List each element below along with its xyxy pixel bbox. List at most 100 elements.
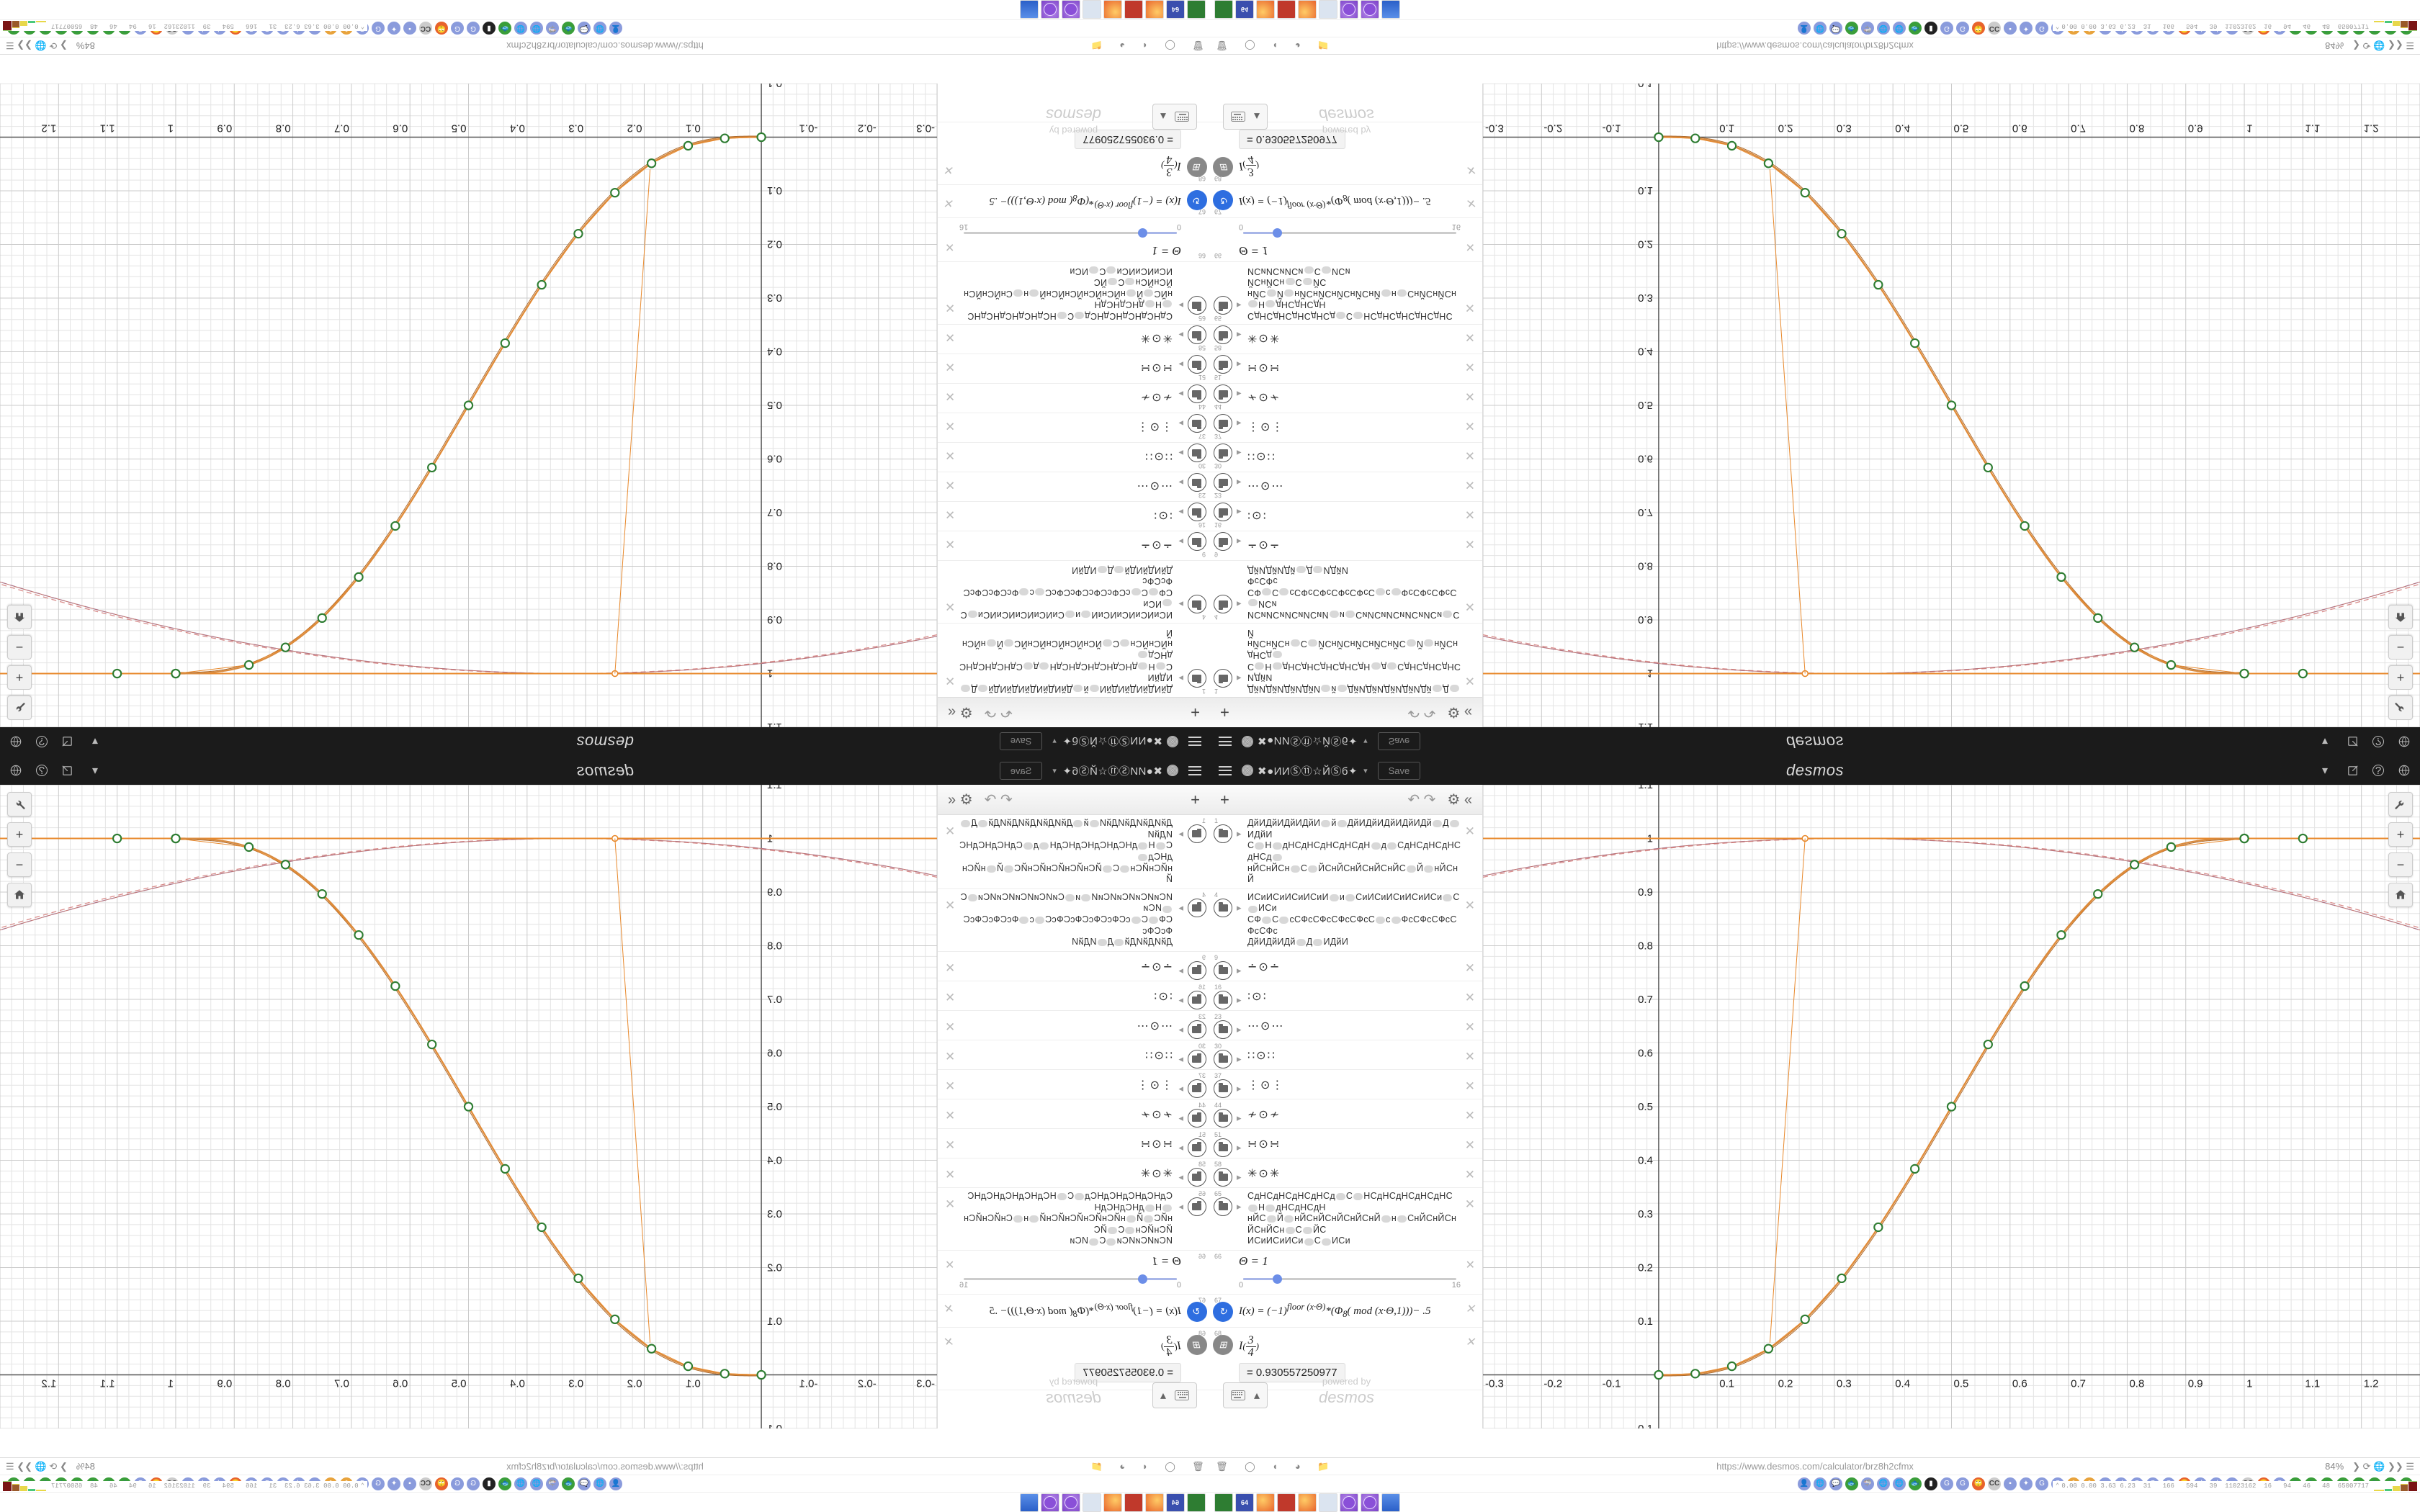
svg-text:0.7: 0.7 [1638,506,1653,518]
svg-text:1.1: 1.1 [767,721,782,727]
svg-text:0.1: 0.1 [767,1315,782,1328]
svg-text:0.9: 0.9 [1638,613,1653,626]
svg-text:0.2: 0.2 [1638,1262,1653,1274]
svg-text:0.3: 0.3 [1638,1208,1653,1220]
svg-text:0.2: 0.2 [627,1378,642,1390]
svg-text:0.7: 0.7 [767,994,782,1006]
svg-text:0.6: 0.6 [1638,453,1653,465]
svg-text:0.8: 0.8 [1638,560,1653,572]
svg-text:0.5: 0.5 [767,399,782,411]
svg-text:0.6: 0.6 [767,453,782,465]
svg-text:0.7: 0.7 [2071,122,2086,135]
svg-text:0.8: 0.8 [276,122,291,135]
svg-text:-0.3: -0.3 [916,122,935,135]
svg-text:0.9: 0.9 [217,122,232,135]
svg-text:-0.1: -0.1 [767,84,786,89]
svg-text:0.7: 0.7 [767,506,782,518]
svg-text:0.8: 0.8 [276,1378,291,1390]
svg-text:0.4: 0.4 [1638,346,1653,358]
svg-text:-0.2: -0.2 [1543,1378,1562,1390]
svg-text:0.1: 0.1 [686,122,701,135]
svg-text:0.2: 0.2 [627,122,642,135]
svg-text:0.7: 0.7 [1638,994,1653,1006]
svg-text:0.7: 0.7 [334,1378,349,1390]
svg-text:1.1: 1.1 [1638,721,1653,727]
svg-text:0.1: 0.1 [767,184,782,197]
svg-text:1.2: 1.2 [2364,122,2379,135]
svg-text:0.8: 0.8 [2129,122,2144,135]
svg-text:0.9: 0.9 [2188,1378,2203,1390]
svg-text:0.3: 0.3 [1837,122,1852,135]
svg-text:1: 1 [2246,122,2252,135]
svg-text:1: 1 [168,1378,174,1390]
svg-text:0.4: 0.4 [1895,1378,1910,1390]
svg-text:-0.3: -0.3 [1485,1378,1504,1390]
svg-text:0.4: 0.4 [1895,122,1910,135]
svg-text:0.5: 0.5 [1638,399,1653,411]
svg-text:-0.1: -0.1 [1603,1378,1621,1390]
svg-text:0.3: 0.3 [1837,1378,1852,1390]
svg-text:1.2: 1.2 [41,1378,56,1390]
svg-text:0.9: 0.9 [217,1378,232,1390]
svg-text:-0.1: -0.1 [1634,1423,1653,1428]
svg-text:0.4: 0.4 [510,1378,525,1390]
svg-text:0.1: 0.1 [1638,1315,1653,1328]
svg-text:0.6: 0.6 [393,1378,408,1390]
svg-text:0.5: 0.5 [1638,1101,1653,1113]
svg-text:1.2: 1.2 [2364,1378,2379,1390]
svg-text:0.9: 0.9 [767,886,782,899]
svg-text:0.3: 0.3 [568,1378,583,1390]
svg-text:0.6: 0.6 [767,1048,782,1060]
svg-text:0.2: 0.2 [1638,238,1653,251]
svg-text:0.9: 0.9 [1638,886,1653,899]
svg-text:0.5: 0.5 [767,1101,782,1113]
svg-text:0.4: 0.4 [1638,1155,1653,1167]
svg-text:0.4: 0.4 [767,346,782,358]
svg-text:0.1: 0.1 [1719,122,1734,135]
svg-text:-0.2: -0.2 [858,1378,877,1390]
svg-text:1.1: 1.1 [1638,785,1653,791]
svg-text:0.6: 0.6 [2012,122,2027,135]
svg-text:0.2: 0.2 [767,238,782,251]
svg-text:1.1: 1.1 [2305,1378,2320,1390]
svg-text:0.2: 0.2 [1778,1378,1793,1390]
svg-text:0.6: 0.6 [2012,1378,2027,1390]
svg-text:-0.1: -0.1 [1603,122,1621,135]
svg-text:0.5: 0.5 [1954,122,1969,135]
svg-text:0.3: 0.3 [568,122,583,135]
svg-text:0.1: 0.1 [686,1378,701,1390]
svg-text:0.8: 0.8 [767,560,782,572]
svg-text:1: 1 [168,122,174,135]
svg-text:-0.1: -0.1 [1634,84,1653,89]
svg-text:0.7: 0.7 [334,122,349,135]
svg-text:1: 1 [2246,1378,2252,1390]
svg-text:0.5: 0.5 [452,1378,467,1390]
svg-text:0.2: 0.2 [767,1262,782,1274]
svg-text:1.1: 1.1 [767,785,782,791]
svg-text:0.2: 0.2 [1778,122,1793,135]
svg-text:0.1: 0.1 [1638,184,1653,197]
svg-text:0.4: 0.4 [510,122,525,135]
svg-text:0.5: 0.5 [452,122,467,135]
svg-text:0.4: 0.4 [767,1155,782,1167]
svg-text:-0.2: -0.2 [1543,122,1562,135]
svg-text:0.3: 0.3 [767,1208,782,1220]
svg-text:1.2: 1.2 [41,122,56,135]
svg-text:-0.1: -0.1 [799,122,818,135]
svg-text:1.1: 1.1 [100,122,115,135]
svg-text:0.6: 0.6 [393,122,408,135]
svg-text:1.1: 1.1 [2305,122,2320,135]
svg-text:0.1: 0.1 [1719,1378,1734,1390]
svg-text:-0.3: -0.3 [916,1378,935,1390]
svg-text:0.6: 0.6 [1638,1048,1653,1060]
svg-text:0.9: 0.9 [2188,122,2203,135]
svg-text:0.8: 0.8 [1638,940,1653,953]
svg-text:1.1: 1.1 [100,1378,115,1390]
svg-text:0.8: 0.8 [767,940,782,953]
svg-text:0.8: 0.8 [2129,1378,2144,1390]
svg-text:-0.2: -0.2 [858,122,877,135]
svg-text:0.5: 0.5 [1954,1378,1969,1390]
svg-text:0.3: 0.3 [1638,292,1653,304]
svg-text:0.7: 0.7 [2071,1378,2086,1390]
svg-text:-0.3: -0.3 [1485,122,1504,135]
